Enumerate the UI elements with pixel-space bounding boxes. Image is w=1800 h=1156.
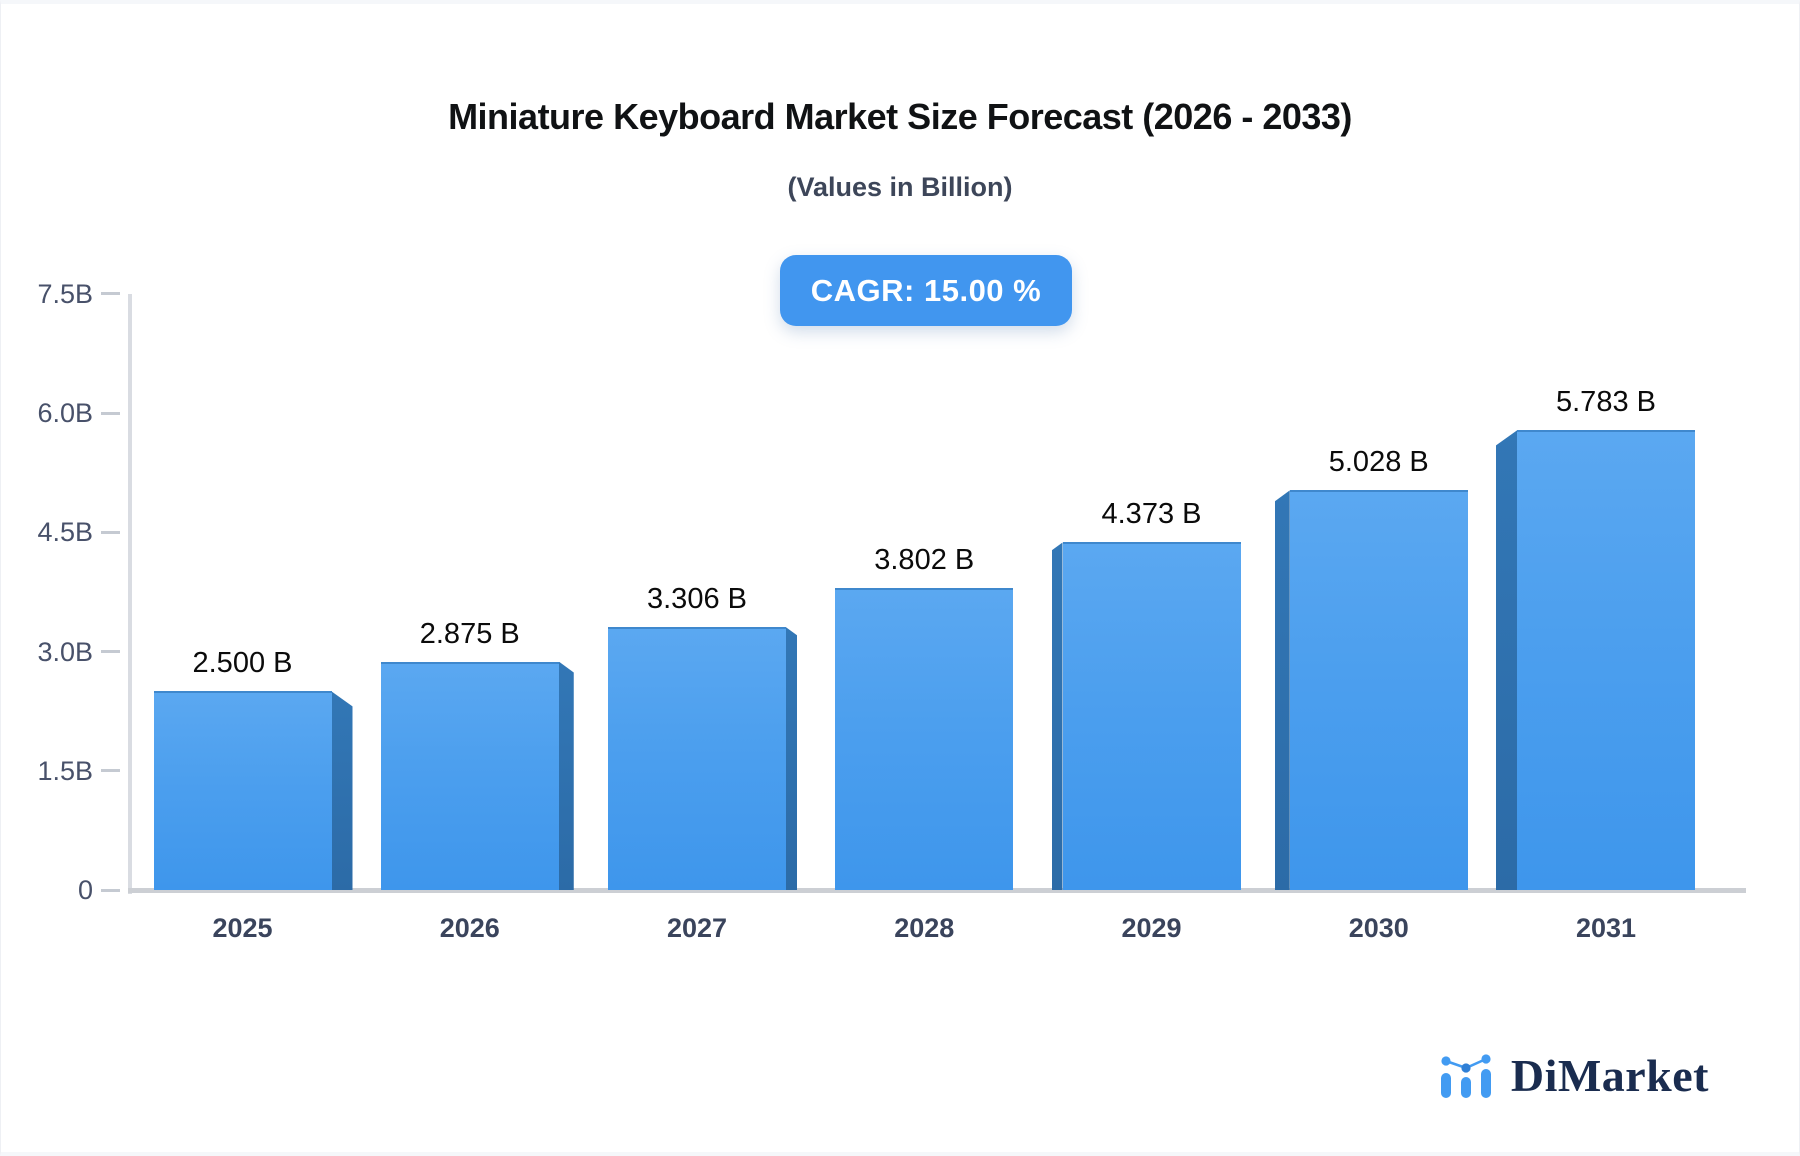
bar-value-label-2026: 2.875 B bbox=[419, 617, 520, 650]
x-axis-label-2026: 2026 bbox=[439, 913, 500, 943]
y-axis-tick bbox=[101, 769, 120, 773]
bar-face-2025[interactable] bbox=[153, 691, 332, 890]
bar-face-2028[interactable] bbox=[835, 587, 1014, 890]
bar-value-label-2031: 5.783 B bbox=[1556, 386, 1656, 419]
x-axis-label-2029: 2029 bbox=[1121, 913, 1182, 943]
x-axis-label-2028: 2028 bbox=[894, 913, 955, 943]
y-axis-tick-label: 3.0B bbox=[37, 636, 93, 667]
bar-side-2027 bbox=[786, 627, 797, 890]
mini-bar-chart-icon bbox=[1440, 1054, 1491, 1098]
x-axis-label-2027: 2027 bbox=[666, 913, 728, 943]
bar-face-2027[interactable] bbox=[608, 627, 786, 890]
page-title: Miniature Keyboard Market Size Forecast … bbox=[448, 96, 1352, 137]
brand-logo: DiMarket bbox=[1437, 1052, 1709, 1100]
bar-face-2030[interactable] bbox=[1289, 490, 1468, 890]
x-axis-line bbox=[128, 888, 1746, 893]
brand-name: DiMarket bbox=[1510, 1050, 1709, 1101]
y-axis-tick bbox=[101, 888, 120, 892]
bar-face-2026[interactable] bbox=[380, 661, 559, 890]
bar-face-2029[interactable] bbox=[1062, 542, 1241, 890]
bar-value-label-2027: 3.306 B bbox=[647, 583, 747, 616]
y-axis-tick-label: 7.5B bbox=[37, 278, 93, 309]
bar-side-2029 bbox=[1051, 542, 1063, 890]
y-axis-tick bbox=[101, 530, 120, 534]
bar-value-label-2029: 4.373 B bbox=[1101, 498, 1202, 531]
y-axis-line bbox=[128, 294, 132, 894]
x-axis-label-2031: 2031 bbox=[1575, 913, 1637, 943]
y-axis-tick-label: 6.0B bbox=[37, 398, 93, 429]
x-axis-label-2025: 2025 bbox=[212, 913, 273, 943]
y-axis-tick-label: 1.5B bbox=[37, 755, 93, 786]
x-axis-label-2030: 2030 bbox=[1348, 913, 1409, 943]
y-axis-tick-label: 4.5B bbox=[37, 517, 93, 548]
bar-chart-plot-area: 7.5B 6.0B 4.5B 3.0B 1.5B 0 2.500 B 2025 2.875 B 2… bbox=[1, 4, 1799, 1152]
bar-side-2030 bbox=[1274, 490, 1290, 890]
bar-side-2025 bbox=[331, 691, 353, 890]
y-axis-tick-label: 0 bbox=[77, 875, 93, 905]
bar-side-2026 bbox=[558, 661, 574, 890]
y-axis-tick bbox=[101, 292, 120, 296]
bar-value-label-2028: 3.802 B bbox=[874, 543, 975, 576]
page-subtitle: (Values in Billion) bbox=[787, 172, 1013, 202]
bar-side-2031 bbox=[1496, 430, 1517, 890]
y-axis-tick bbox=[101, 411, 120, 415]
bar-value-label-2025: 2.500 B bbox=[192, 647, 293, 680]
bar-value-label-2030: 5.028 B bbox=[1328, 446, 1429, 479]
bar-face-2031[interactable] bbox=[1517, 430, 1695, 890]
cagr-badge: CAGR: 15.00 % bbox=[780, 255, 1072, 326]
y-axis-tick bbox=[101, 650, 120, 654]
